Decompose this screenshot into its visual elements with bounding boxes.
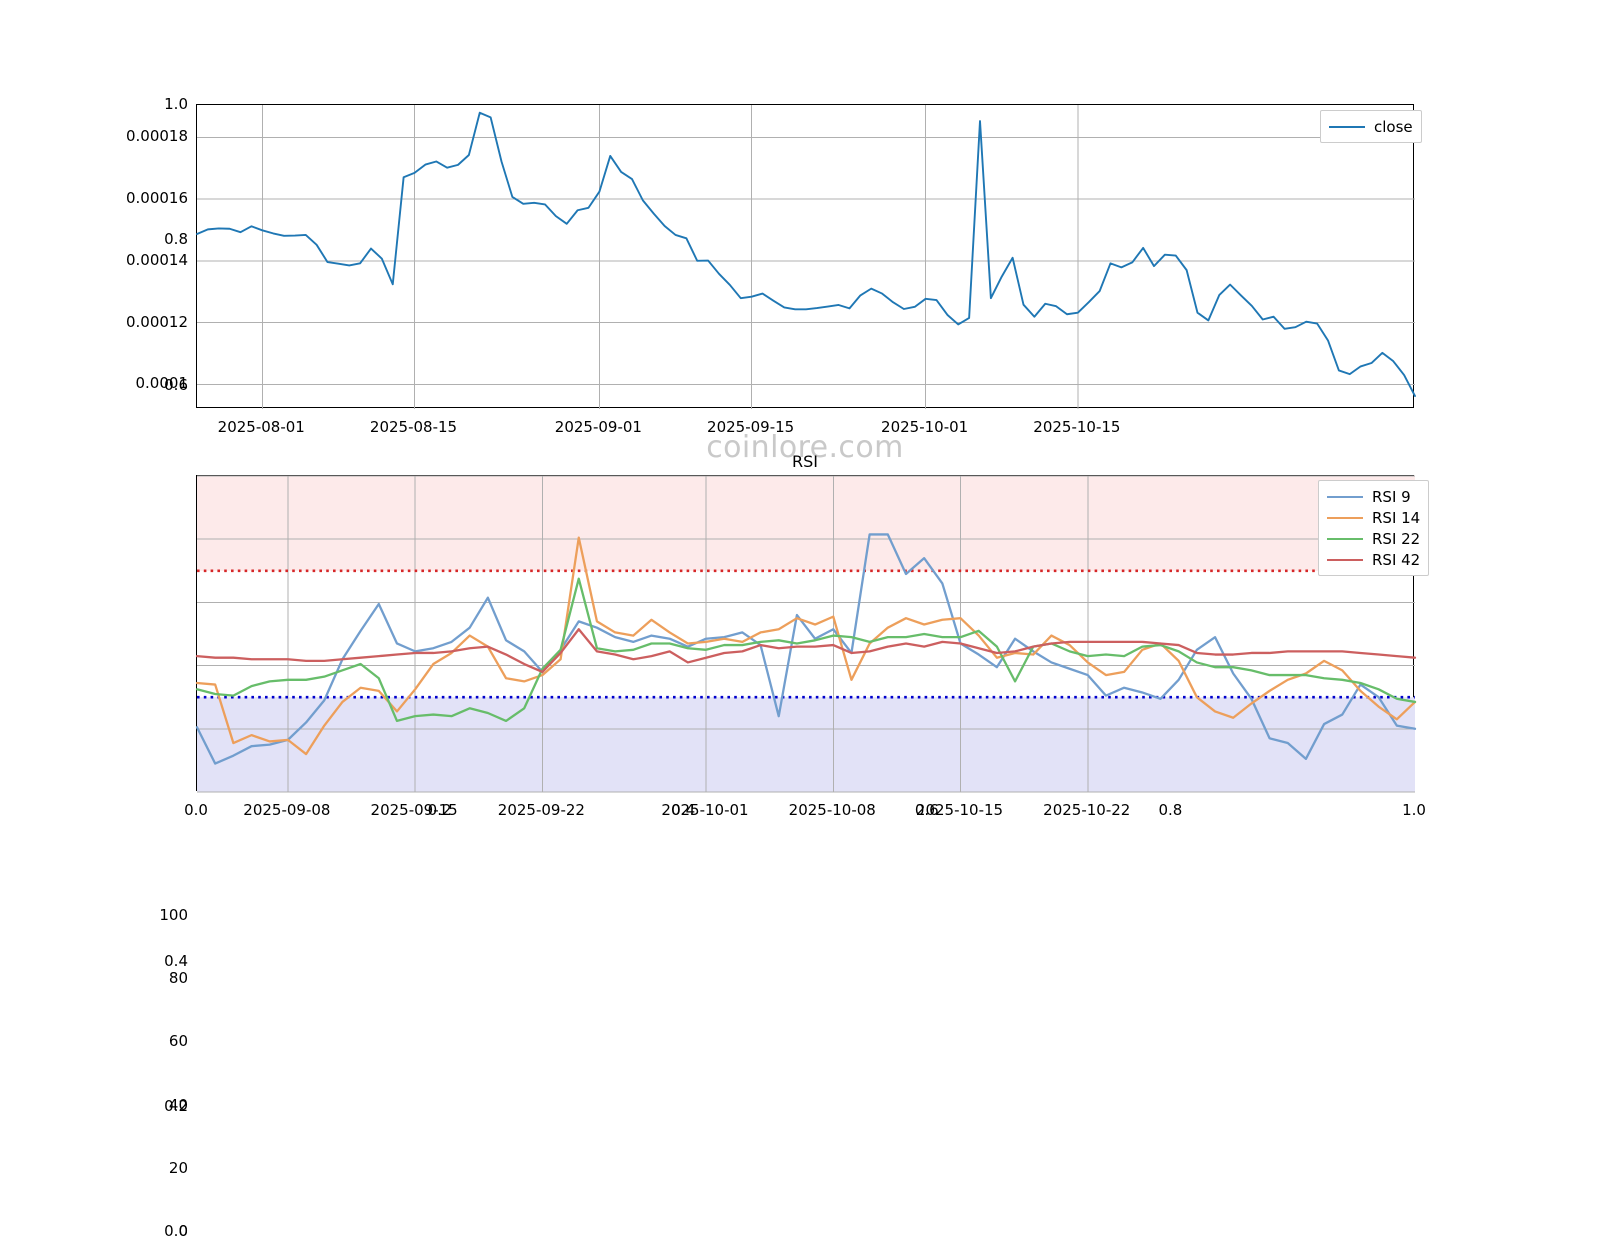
rsi-y-tick-overlay: 0.2 bbox=[164, 1097, 188, 1116]
rsi-line-rsi-42 bbox=[195, 628, 1417, 674]
legend-line-icon bbox=[1329, 125, 1365, 128]
rsi-x-tick-overlay: 1.0 bbox=[1402, 801, 1426, 819]
price-y-tick: 0.00014 bbox=[125, 250, 188, 269]
rsi-x-tick-overlay: 0.0 bbox=[184, 801, 208, 819]
rsi-plot-area bbox=[195, 475, 1417, 793]
rsi-y-tick-overlay: 0.0 bbox=[164, 1222, 188, 1240]
price-y-tick: 0.00018 bbox=[125, 127, 188, 146]
legend-item-rsi-9[interactable]: RSI 9 bbox=[1327, 486, 1420, 507]
rsi-band-0-30 bbox=[197, 697, 1415, 792]
watermark-coinlore: coinlore.com bbox=[706, 430, 904, 465]
price-x-tick: 2025-10-15 bbox=[1033, 418, 1121, 436]
rsi-x-tick: 2025-10-01 bbox=[661, 801, 749, 819]
rsi-band-70-100 bbox=[197, 476, 1415, 571]
legend-item-close[interactable]: close bbox=[1329, 116, 1413, 137]
rsi-line-series bbox=[195, 475, 1417, 793]
rsi-x-tick: 2025-10-08 bbox=[788, 801, 876, 819]
price-y-tick-overlay: 1.0 bbox=[164, 95, 188, 113]
rsi-y-tick-overlay: 0.4 bbox=[164, 951, 188, 970]
legend-label: RSI 9 bbox=[1372, 487, 1411, 506]
legend-label: RSI 42 bbox=[1372, 550, 1421, 569]
price-chart-panel: 0.00018 0.00016 0.00014 0.00012 0.0001 1.0 0.… bbox=[0, 0, 1600, 440]
legend-item-rsi-14[interactable]: RSI 14 bbox=[1327, 507, 1420, 528]
rsi-line-rsi-9 bbox=[195, 533, 1417, 765]
rsi-y-tick: 80 bbox=[168, 969, 188, 988]
legend-label: close bbox=[1374, 117, 1413, 136]
rsi-line-rsi-22 bbox=[195, 577, 1417, 723]
rsi-x-tick: 2025-09-22 bbox=[497, 801, 585, 819]
rsi-x-tick: 2025-09-08 bbox=[243, 801, 331, 819]
rsi-x-tick-overlay: 0.4 bbox=[671, 801, 696, 819]
rsi-title: RSI bbox=[792, 452, 818, 471]
rsi-chart-panel: RSI 100 80 60 40 20 0 0.4 0.2 0.0 2025-09-08 202… bbox=[0, 440, 1600, 1240]
rsi-legend: RSI 9 RSI 14 RSI 22 RSI 42 bbox=[1318, 480, 1430, 576]
price-x-tick: 2025-09-01 bbox=[554, 418, 642, 436]
rsi-y-tick: 20 bbox=[168, 1158, 188, 1177]
price-legend: close bbox=[1320, 110, 1422, 143]
legend-line-icon bbox=[1327, 558, 1363, 561]
rsi-y-tick: 100 bbox=[159, 906, 188, 924]
rsi-line-rsi-14 bbox=[195, 536, 1417, 756]
price-y-tick: 0.0001 bbox=[135, 374, 189, 393]
price-plot-area bbox=[196, 104, 1416, 409]
price-y-tick: 0.00016 bbox=[125, 189, 188, 208]
rsi-x-tick: 2025-10-22 bbox=[1043, 801, 1131, 819]
rsi-y-tick: 60 bbox=[168, 1032, 188, 1051]
legend-item-rsi-22[interactable]: RSI 22 bbox=[1327, 528, 1420, 549]
price-x-tick: 2025-08-01 bbox=[217, 418, 305, 436]
rsi-x-tick: 2025-09-15 bbox=[370, 801, 458, 819]
rsi-x-tick: 2025-10-15 bbox=[915, 801, 1004, 819]
legend-item-rsi-42[interactable]: RSI 42 bbox=[1327, 549, 1420, 570]
price-y-tick: 0.00012 bbox=[125, 312, 188, 331]
rsi-x-tick-overlay: 0.2 bbox=[427, 801, 452, 819]
legend-line-icon bbox=[1327, 537, 1363, 540]
rsi-x-tick-overlay: 0.8 bbox=[1158, 801, 1183, 819]
price-line-series bbox=[196, 105, 1416, 409]
legend-label: RSI 22 bbox=[1372, 529, 1421, 548]
price-y-tick-overlay: 0.8 bbox=[164, 230, 188, 249]
price-x-tick: 2025-10-01 bbox=[881, 418, 969, 436]
rsi-x-tick-overlay: 0.6 bbox=[914, 801, 939, 819]
legend-line-icon bbox=[1327, 495, 1363, 498]
close-line bbox=[196, 111, 1416, 397]
legend-line-icon bbox=[1327, 516, 1363, 519]
legend-label: RSI 14 bbox=[1372, 508, 1421, 527]
price-x-tick: 2025-09-15 bbox=[707, 418, 795, 436]
price-x-tick: 2025-08-15 bbox=[369, 418, 458, 436]
price-y-tick-overlay: 0.6 bbox=[164, 376, 188, 395]
